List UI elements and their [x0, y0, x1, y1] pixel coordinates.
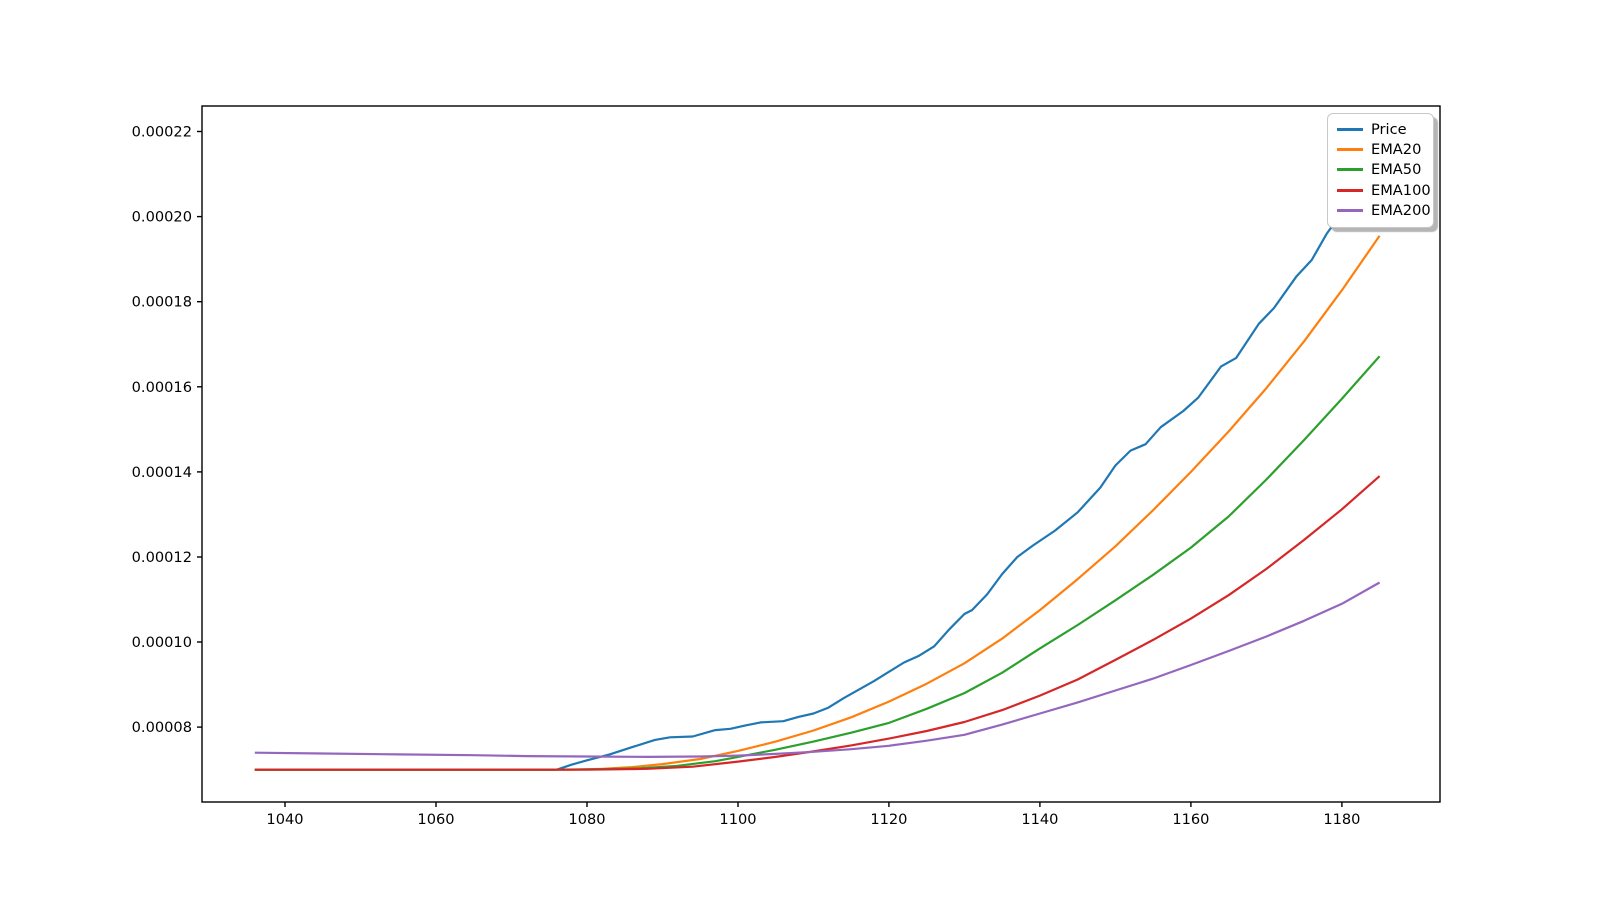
x-tick-label: 1180: [1323, 811, 1360, 828]
ema20-line: [254, 235, 1381, 771]
legend-label: Price: [1371, 120, 1407, 138]
x-tick-label: 1040: [266, 811, 303, 828]
legend-swatch-price: [1337, 127, 1363, 131]
legend-swatch-ema50: [1337, 168, 1363, 172]
legend-entry: EMA20: [1337, 139, 1424, 159]
plot-border: [201, 105, 1441, 803]
legend-label: EMA50: [1371, 161, 1422, 179]
x-tick-label: 1120: [870, 811, 907, 828]
x-tick-label: 1160: [1172, 811, 1209, 828]
y-axis: 0.00008 0.00010 0.00012 0.00014 0.00016 0.000…: [132, 124, 202, 736]
series-layer: [254, 145, 1381, 771]
ema200-line: [254, 581, 1381, 758]
legend-label: EMA100: [1371, 181, 1431, 199]
legend-swatch-ema100: [1337, 188, 1363, 192]
legend-swatch-ema200: [1337, 209, 1363, 213]
y-tick-label: 0.00010: [132, 634, 192, 651]
x-tick-label: 1080: [568, 811, 605, 828]
y-tick-label: 0.00016: [132, 379, 192, 396]
legend-swatch-ema20: [1337, 148, 1363, 152]
x-tick-label: 1060: [417, 811, 454, 828]
legend-label: EMA200: [1371, 202, 1431, 220]
legend-label: EMA20: [1371, 141, 1422, 159]
y-tick-label: 0.00020: [132, 209, 192, 226]
x-axis: 1040 1060 1080 1100 1120 1140 1160 1180: [266, 802, 1360, 828]
x-tick-label: 1140: [1021, 811, 1058, 828]
legend-entry: EMA100: [1337, 180, 1431, 200]
y-tick-label: 0.00022: [132, 124, 192, 141]
legend-entry: Price: [1337, 119, 1424, 139]
legend-entry: EMA200: [1337, 201, 1431, 221]
legend: Price EMA20 EMA50 EMA100 EMA200: [1327, 113, 1434, 228]
y-tick-label: 0.00012: [132, 549, 192, 566]
y-tick-label: 0.00018: [132, 294, 192, 311]
y-tick-label: 0.00008: [132, 719, 192, 736]
legend-entry: EMA50: [1337, 160, 1424, 180]
ema100-line: [254, 475, 1381, 771]
price-line: [254, 145, 1381, 771]
ema50-line: [254, 355, 1381, 771]
y-tick-label: 0.00014: [132, 464, 192, 481]
x-tick-label: 1100: [719, 811, 756, 828]
